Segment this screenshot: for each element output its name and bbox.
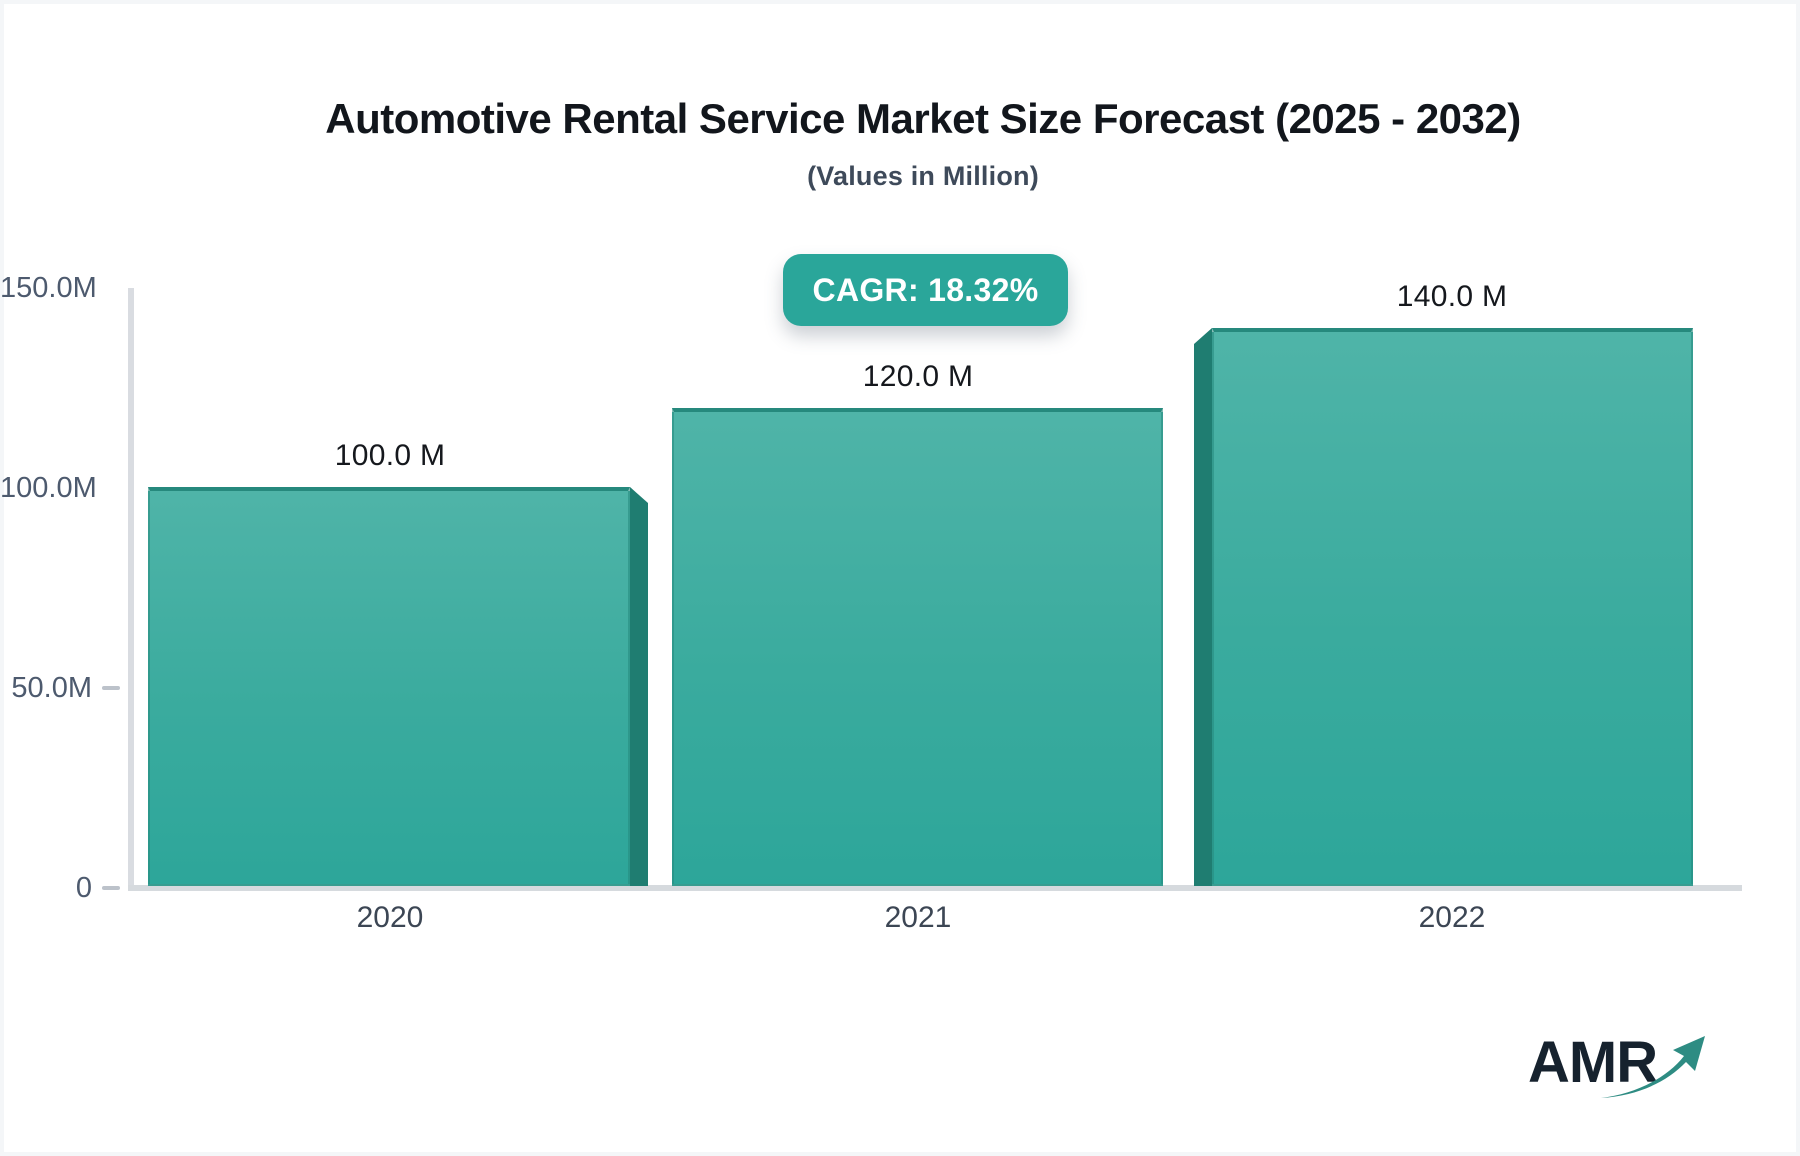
bar-2022-body	[1212, 328, 1693, 886]
y-tick-mark-0	[102, 886, 120, 890]
bar-2022-value-label: 140.0 M	[1396, 280, 1508, 313]
chart-title: Automotive Rental Service Market Size Fo…	[325, 95, 1521, 142]
bar-2022-side-face	[1194, 328, 1212, 886]
growth-arrow-icon	[1601, 1036, 1705, 1098]
y-tick-50: 50.0M	[11, 672, 92, 704]
y-axis-line	[128, 288, 134, 886]
amr-logo: AMR	[1528, 1028, 1718, 1108]
x-axis-line	[128, 885, 1742, 891]
cagr-badge: CAGR: 18.32%	[783, 254, 1068, 326]
chart-subtitle: (Values in Million)	[807, 161, 1039, 192]
y-tick-100: 100.0M	[0, 472, 97, 504]
bar-2021-value-label: 120.0 M	[862, 360, 974, 393]
bar-2020-value-label: 100.0 M	[334, 439, 446, 472]
y-tick-0: 0	[75, 872, 92, 904]
x-category-2020: 2020	[356, 901, 424, 934]
y-tick-150: 150.0M	[0, 272, 97, 304]
y-tick-mark-50	[102, 686, 120, 690]
amr-logo-text: AMR	[1528, 1030, 1658, 1095]
x-category-2021: 2021	[884, 901, 952, 934]
bar-2021-body	[672, 408, 1163, 886]
bar-2020-side-face	[630, 487, 648, 886]
bar-2020-body	[148, 487, 630, 886]
x-category-2022: 2022	[1418, 901, 1486, 934]
chart-header: Automotive Rental Service Market Size Fo…	[46, 95, 1800, 192]
